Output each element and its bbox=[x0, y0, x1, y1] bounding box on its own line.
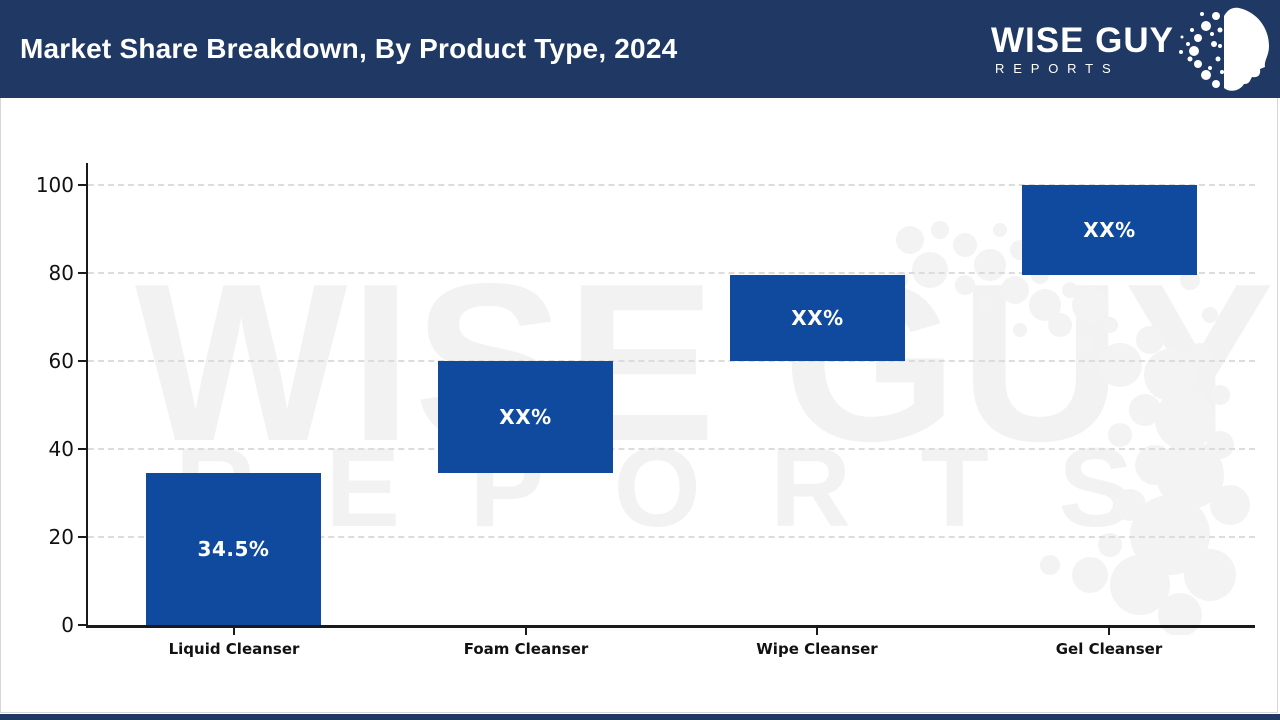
y-grid-line bbox=[88, 536, 1255, 538]
y-grid-line bbox=[88, 272, 1255, 274]
x-axis-category-label: Liquid Cleanser bbox=[168, 640, 300, 658]
y-grid-line bbox=[88, 184, 1255, 186]
y-tick-label: 40 bbox=[48, 437, 74, 461]
bar-value-label: 34.5% bbox=[197, 537, 270, 561]
y-tick-label: 80 bbox=[48, 261, 74, 285]
x-tick-mark bbox=[233, 628, 235, 635]
bar: XX% bbox=[730, 275, 905, 361]
watermark-wordmark-line2: REPORTS bbox=[175, 425, 1203, 550]
chart-title: Market Share Breakdown, By Product Type,… bbox=[20, 33, 678, 64]
y-tick-mark bbox=[78, 624, 87, 626]
x-axis-category-label: Gel Cleanser bbox=[1055, 640, 1163, 658]
y-tick-label: 0 bbox=[61, 613, 74, 637]
y-tick-label: 100 bbox=[35, 173, 74, 197]
bar: 34.5% bbox=[146, 473, 321, 625]
y-tick-label: 60 bbox=[48, 349, 74, 373]
logo-wordmark: WISE GUY REPORTS bbox=[991, 23, 1174, 75]
header-bar: Market Share Breakdown, By Product Type,… bbox=[0, 0, 1280, 98]
y-tick-mark bbox=[78, 448, 87, 450]
logo-wordmark-line1: WISE GUY bbox=[990, 21, 1174, 60]
bar: XX% bbox=[438, 361, 613, 473]
x-tick-mark bbox=[1108, 628, 1110, 635]
x-tick-mark bbox=[525, 628, 527, 635]
bar-value-label: XX% bbox=[1083, 218, 1136, 242]
y-grid-line bbox=[88, 448, 1255, 450]
y-grid-line bbox=[88, 360, 1255, 362]
x-axis-line bbox=[86, 625, 1255, 628]
y-tick-mark bbox=[78, 536, 87, 538]
y-tick-mark bbox=[78, 184, 87, 186]
x-axis-category-label: Wipe Cleanser bbox=[756, 640, 878, 658]
y-tick-mark bbox=[78, 360, 87, 362]
footer-bar bbox=[0, 714, 1280, 720]
bar-value-label: XX% bbox=[791, 306, 844, 330]
logo-wordmark-line2: REPORTS bbox=[994, 61, 1120, 76]
y-tick-label: 20 bbox=[48, 525, 74, 549]
bar-value-label: XX% bbox=[499, 405, 552, 429]
bar: XX% bbox=[1022, 185, 1197, 275]
y-tick-mark bbox=[78, 272, 87, 274]
wiseguy-logo: WISE GUY REPORTS bbox=[991, 4, 1280, 94]
x-tick-mark bbox=[816, 628, 818, 635]
x-axis-category-label: Foam Cleanser bbox=[463, 640, 589, 658]
y-axis-line bbox=[86, 163, 88, 627]
logo-head-profile-icon bbox=[1179, 7, 1269, 91]
watermark-wordmark-line1: WISE GUY bbox=[135, 236, 1277, 488]
